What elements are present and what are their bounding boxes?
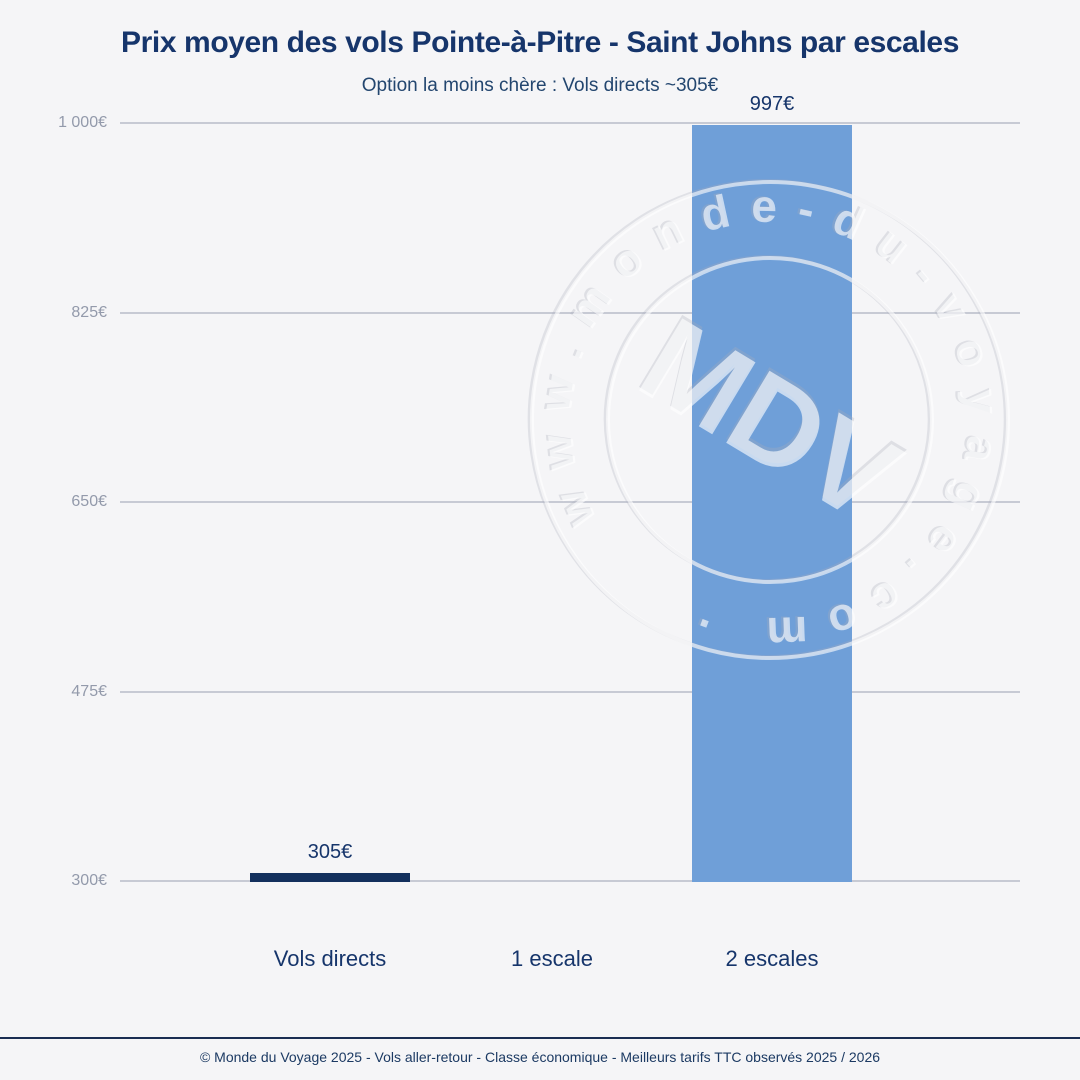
bar-value-label-vols-directs: 305€ <box>307 841 353 863</box>
footer-divider <box>0 1037 1080 1039</box>
chart-subtitle: Option la moins chère : Vols directs ~30… <box>361 75 719 96</box>
bar-2-escales <box>692 125 852 882</box>
gridline-650 <box>120 501 1020 503</box>
y-tick-label-650: 650€ <box>71 493 107 510</box>
y-tick-label-825: 825€ <box>71 304 107 321</box>
gridline-1000 <box>120 122 1020 124</box>
y-tick-label-475: 475€ <box>71 683 107 700</box>
gridline-300 <box>120 880 1020 882</box>
category-label-2-escales: 2 escales <box>725 946 819 971</box>
category-label-1-escale: 1 escale <box>511 946 593 971</box>
footer-text: © Monde du Voyage 2025 - Vols aller-reto… <box>199 1049 881 1065</box>
chart-title: Prix moyen des vols Pointe-à-Pitre - Sai… <box>121 26 959 59</box>
gridline-475 <box>120 691 1020 693</box>
y-tick-label-300: 300€ <box>71 872 107 889</box>
bar-vols-directs <box>250 873 410 882</box>
y-tick-label-1000: 1 000€ <box>58 114 107 131</box>
bar-value-label-2-escales: 997€ <box>749 93 795 115</box>
category-label-vols-directs: Vols directs <box>273 946 387 971</box>
gridline-825 <box>120 312 1020 314</box>
